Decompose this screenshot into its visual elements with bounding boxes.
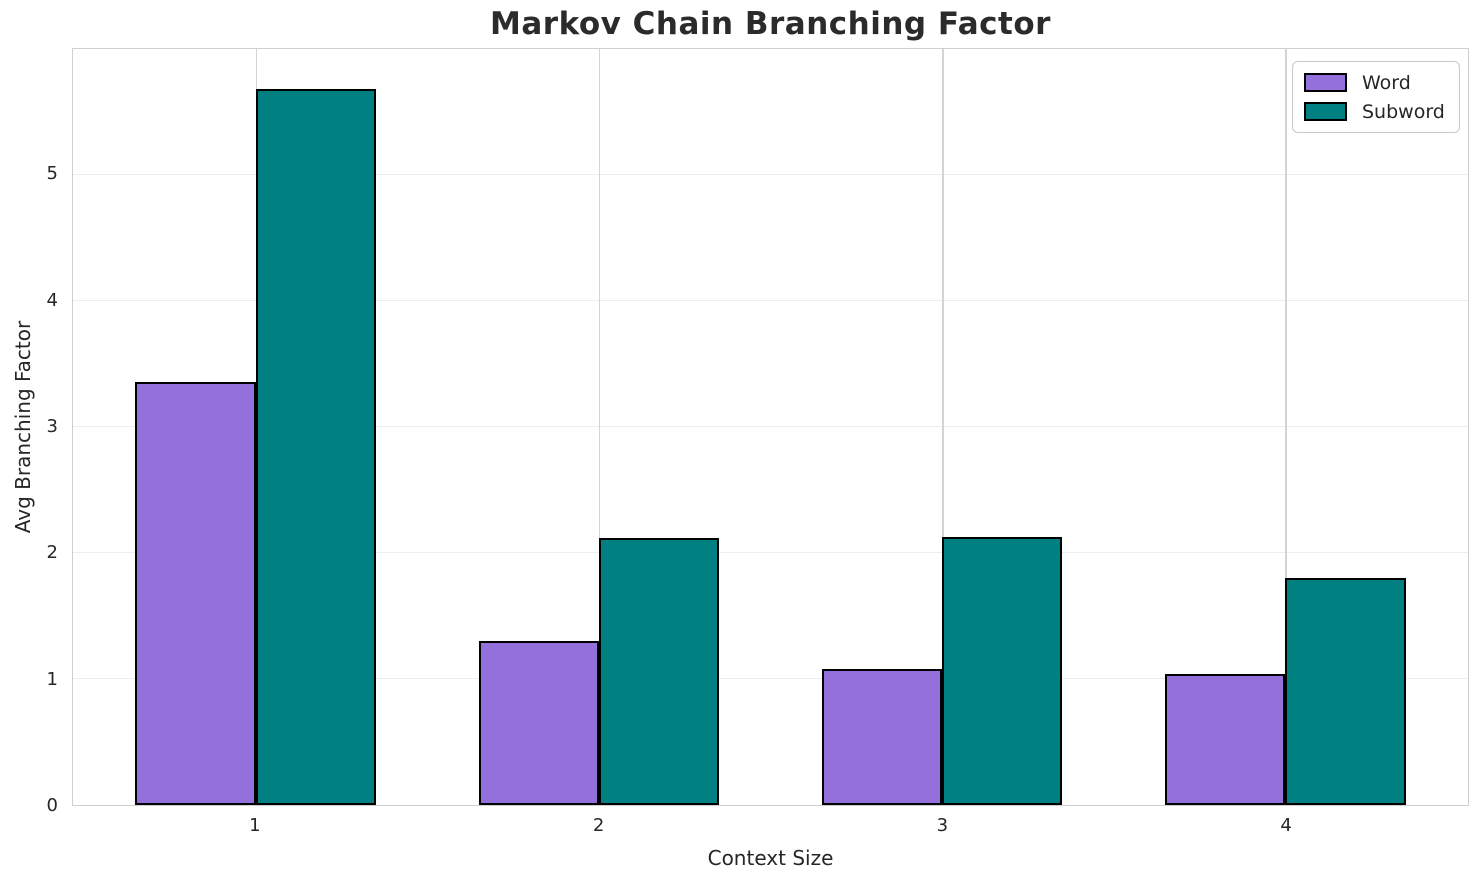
bar-subword-x2 [598,537,719,805]
ytick-5: 5 [46,163,58,185]
bar-word-x2 [478,641,599,805]
legend-label-subword: Subword [1362,100,1445,123]
gridline-x-3 [942,49,944,805]
word-color-swatch [1304,73,1347,92]
bar-subword-x4 [1285,578,1406,805]
xtick-1: 1 [249,815,261,836]
xtick-2: 2 [592,815,605,836]
bar-subword-x3 [942,536,1063,805]
legend-item-subword: Subword [1304,99,1448,124]
gridline-x-2 [598,49,601,805]
bar-word-x4 [1165,673,1286,805]
gridline-y-1 [73,677,1468,679]
legend: Word Subword [1292,61,1460,133]
bar-subword-x1 [255,89,376,805]
ytick-4: 4 [46,289,58,311]
gridline-x-4 [1285,49,1287,805]
subword-color-swatch [1304,102,1347,121]
ytick-0: 0 [46,795,58,816]
ytick-1: 1 [46,668,58,690]
x-axis-label: Context Size [707,846,834,870]
legend-label-word: Word [1362,71,1411,94]
ytick-2: 2 [46,542,58,564]
xtick-4: 4 [1280,815,1292,836]
gridline-y-2 [73,551,1468,553]
xtick-3: 3 [936,815,949,836]
chart-title: Markov Chain Branching Factor [490,6,1051,42]
legend-item-word: Word [1304,70,1448,95]
bar-word-x1 [135,381,256,805]
ytick-3: 3 [46,416,58,437]
plot-area [72,48,1469,806]
gridline-y-3 [73,425,1468,427]
bar-word-x3 [821,668,943,805]
gridline-y-5 [73,173,1468,175]
gridline-y-4 [73,299,1468,301]
